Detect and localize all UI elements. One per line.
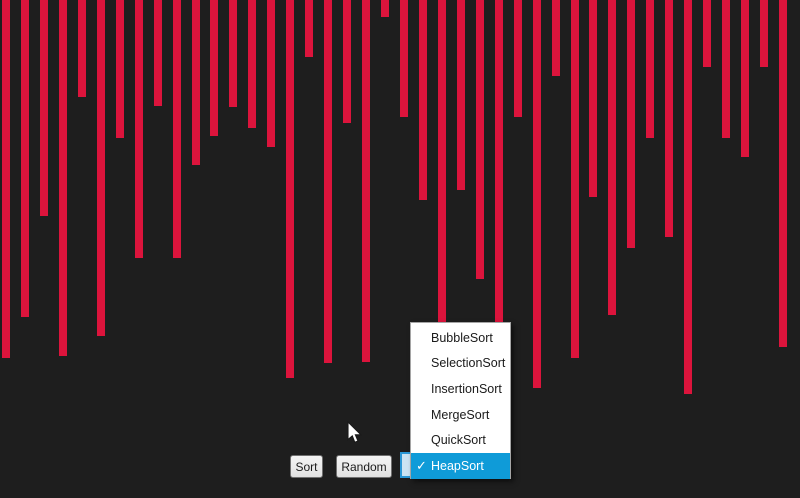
sort-bar [778,0,787,347]
sort-bar [608,0,617,315]
dropdown-item-bubblesort[interactable]: BubbleSort [411,325,510,351]
sort-bar [134,0,143,258]
dropdown-item-quicksort[interactable]: QuickSort [411,427,510,453]
sort-bar [343,0,352,123]
dropdown-item-label: QuickSort [431,433,486,448]
sort-bar [703,0,712,67]
sort-bar [115,0,124,138]
sort-bar [362,0,371,362]
checkmark-icon: ✓ [416,458,427,474]
sort-bar [418,0,427,200]
sort-bar [172,0,181,258]
dropdown-item-mergesort[interactable]: MergeSort [411,402,510,428]
dropdown-item-label: BubbleSort [431,330,493,345]
sort-bar [513,0,522,117]
dropdown-item-heapsort[interactable]: ✓ HeapSort [411,452,510,479]
sort-bar [77,0,86,97]
sort-bar [684,0,693,394]
mouse-cursor-icon [347,421,363,444]
sort-bar [58,0,67,356]
sort-bar [381,0,389,17]
sort-bar [456,0,465,190]
dropdown-item-label: InsertionSort [431,381,502,396]
sort-bar [153,0,162,106]
sort-bar [665,0,674,237]
dropdown-item-insertionsort[interactable]: InsertionSort [411,376,510,402]
sort-button-label: Sort [295,459,318,474]
sort-bar [589,0,598,197]
sort-bar [437,0,446,322]
algorithm-dropdown: BubbleSort SelectionSort InsertionSort Merg… [410,322,511,479]
sort-button[interactable]: Sort [290,455,323,478]
sort-bar [229,0,238,107]
sort-bar [96,0,105,336]
dropdown-item-label: MergeSort [431,407,490,422]
sort-bar [191,0,200,165]
sort-bar [627,0,636,248]
dropdown-item-label: HeapSort [431,458,484,473]
sort-bar [305,0,314,57]
sort-bar [760,0,768,67]
sort-bar [570,0,579,358]
dropdown-item-selectionsort[interactable]: SelectionSort [411,351,510,377]
sort-bar [551,0,560,76]
sort-bar [646,0,655,138]
sort-bar [267,0,276,147]
sort-bar [39,0,48,216]
sort-bar [532,0,541,388]
sort-bar [210,0,219,136]
sort-bar [286,0,295,378]
sort-bar [722,0,731,138]
random-button-label: Random [341,459,387,474]
sort-bar [248,0,257,128]
sort-bar [475,0,484,279]
random-button[interactable]: Random [336,455,392,478]
sort-bar [494,0,503,322]
sort-bar [399,0,408,117]
dropdown-item-label: SelectionSort [431,356,506,371]
sort-bar [741,0,750,157]
sort-bar [20,0,29,317]
sort-bar [324,0,333,363]
sort-bar [2,0,10,358]
